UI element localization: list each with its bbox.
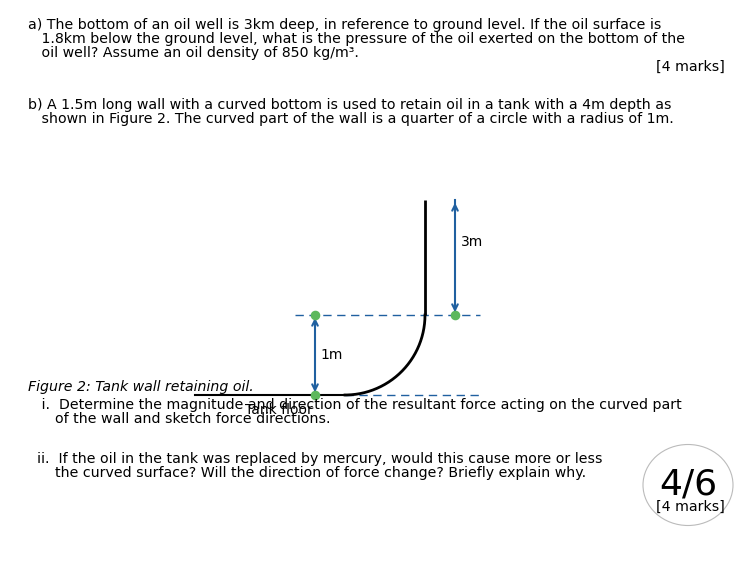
Text: 1.8km below the ground level, what is the pressure of the oil exerted on the bot: 1.8km below the ground level, what is th… <box>28 32 685 46</box>
Text: the curved surface? Will the direction of force change? Briefly explain why.: the curved surface? Will the direction o… <box>28 466 586 480</box>
Circle shape <box>643 444 733 525</box>
Point <box>449 311 461 320</box>
Point <box>309 391 321 400</box>
Text: oil well? Assume an oil density of 850 kg/m³.: oil well? Assume an oil density of 850 k… <box>28 46 359 60</box>
Text: 3m: 3m <box>461 235 483 250</box>
Text: [4 marks]: [4 marks] <box>657 60 725 74</box>
Text: shown in Figure 2. The curved part of the wall is a quarter of a circle with a r: shown in Figure 2. The curved part of th… <box>28 112 674 126</box>
Point <box>309 311 321 320</box>
Text: Figure 2: Tank wall retaining oil.: Figure 2: Tank wall retaining oil. <box>28 380 254 394</box>
Text: 1m: 1m <box>320 348 343 362</box>
Text: i.  Determine the magnitude and direction of the resultant force acting on the c: i. Determine the magnitude and direction… <box>28 398 681 412</box>
Text: ii.  If the oil in the tank was replaced by mercury, would this cause more or le: ii. If the oil in the tank was replaced … <box>28 452 602 466</box>
Text: [4 marks]: [4 marks] <box>657 500 725 514</box>
Text: 4/6: 4/6 <box>659 468 717 502</box>
Text: a) The bottom of an oil well is 3km deep, in reference to ground level. If the o: a) The bottom of an oil well is 3km deep… <box>28 18 661 32</box>
Text: Tank floor: Tank floor <box>245 403 312 417</box>
Text: b) A 1.5m long wall with a curved bottom is used to retain oil in a tank with a : b) A 1.5m long wall with a curved bottom… <box>28 98 672 112</box>
Text: of the wall and sketch force directions.: of the wall and sketch force directions. <box>28 412 331 426</box>
